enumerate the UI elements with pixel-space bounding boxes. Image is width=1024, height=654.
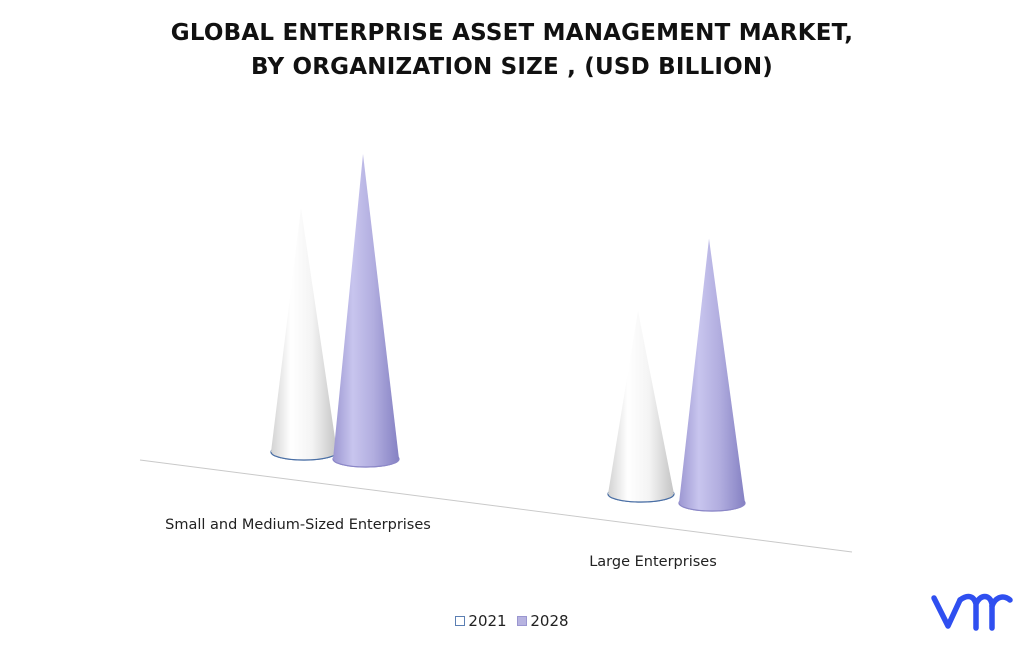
cone-rim (332, 458, 400, 468)
legend-item-2021: 2021 (455, 612, 507, 630)
vmr-logo-r-stroke (989, 594, 1013, 609)
chart-title-line-2: BY ORGANIZATION SIZE , (USD BILLION) (250, 54, 774, 80)
category-label-smes: Small and Medium-Sized Enterprises (165, 517, 431, 533)
chart-title-line-1: GLOBAL ENTERPRISE ASSET MANAGEMENT MARKE… (170, 20, 854, 46)
vmr-logo-m-stroke (957, 593, 995, 631)
cone-rim (678, 502, 746, 512)
category-label-large-enterprises: Large Enterprises (589, 554, 717, 570)
cone-body (271, 208, 337, 460)
vmr-logo-icon (931, 593, 1013, 631)
legend-swatch-2021 (455, 616, 466, 626)
cone-rim (607, 493, 675, 503)
legend-label-2021: 2021 (468, 612, 507, 630)
cone-2028-large-enterprises (678, 238, 746, 512)
legend-label-2028: 2028 (530, 612, 569, 630)
legend-swatch-2028 (517, 616, 528, 626)
legend: 2021 2028 (0, 612, 1024, 630)
floor-axis-line (139, 459, 853, 553)
cone-body (333, 154, 399, 467)
cone-2028-smes (332, 154, 400, 468)
legend-item-2028: 2028 (517, 612, 569, 630)
cone-2021-smes (270, 208, 338, 461)
cone-body (608, 311, 674, 502)
vmr-logo-v-stroke (931, 595, 963, 629)
cone-body (679, 238, 745, 511)
cone-2021-large-enterprises (607, 311, 675, 503)
chart-title: GLOBAL ENTERPRISE ASSET MANAGEMENT MARKE… (0, 16, 1024, 84)
